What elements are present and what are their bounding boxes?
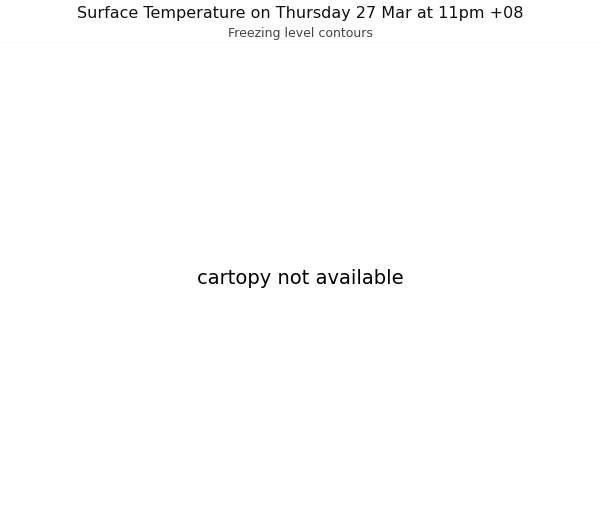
Text: Freezing level contours: Freezing level contours [228, 27, 373, 40]
Text: cartopy not available: cartopy not available [197, 269, 404, 288]
Text: Surface Temperature on Thursday 27 Mar at 11pm +08: Surface Temperature on Thursday 27 Mar a… [78, 6, 523, 21]
